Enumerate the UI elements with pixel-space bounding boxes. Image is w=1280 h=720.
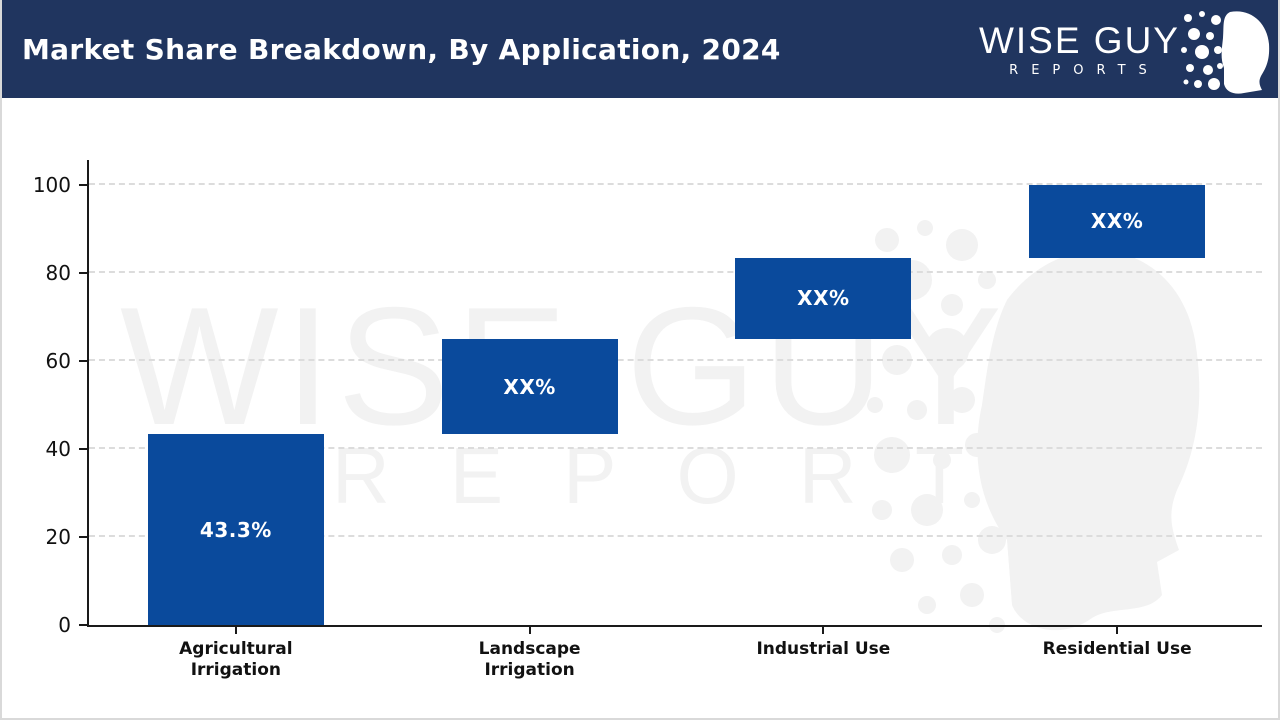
y-axis-label-60: 60	[45, 349, 71, 373]
plot-area: 0 20 40 60 80 100 43.3% Agricultural Irrigation…	[33, 160, 1262, 680]
gridline-y40	[89, 447, 1262, 449]
logo-text: WISE GUY REPORTS	[978, 20, 1180, 78]
logo-face-icon	[1181, 11, 1270, 94]
gridline-y60	[89, 359, 1262, 361]
bar-agricultural-irrigation: 43.3%	[147, 434, 324, 625]
wise-guy-reports-logo: WISE GUY REPORTS	[979, 6, 1274, 94]
x-axis-tick	[234, 625, 237, 634]
x-axis-tick	[822, 625, 825, 634]
bar-value-label: 43.3%	[199, 517, 272, 542]
y-axis-label-0: 0	[58, 613, 71, 637]
x-axis-label-0: Agricultural Irrigation	[179, 639, 293, 681]
gridline-y80	[89, 271, 1262, 273]
page-title: Market Share Breakdown, By Application, …	[22, 32, 781, 66]
bar-value-label: XX%	[1090, 209, 1144, 234]
bar-value-label: XX%	[503, 374, 556, 399]
y-axis-tick-100	[79, 184, 87, 186]
y-axis-label-20: 20	[45, 525, 71, 549]
gridline-y100	[89, 183, 1262, 185]
x-axis-label-3: Residential Use	[1042, 639, 1192, 659]
bar-value-label: XX%	[797, 286, 850, 311]
gridline-y20	[89, 535, 1262, 537]
x-axis-tick	[1116, 625, 1119, 634]
y-axis-tick-20	[79, 536, 87, 538]
logo-reports-label: REPORTS	[1009, 62, 1160, 78]
bar-residential-use: XX%	[1029, 185, 1206, 258]
y-axis-tick-0	[79, 624, 87, 626]
y-axis-tick-40	[79, 448, 87, 450]
y-axis-label-100: 100	[32, 173, 71, 197]
y-axis-tick-80	[79, 272, 87, 274]
header-bar: Market Share Breakdown, By Application, …	[2, 0, 1278, 98]
logo-wiseguy-label: WISE GUY	[978, 20, 1180, 62]
x-axis-label-1: Landscape Irrigation	[478, 639, 581, 681]
x-axis-label-2: Industrial Use	[756, 639, 891, 659]
y-axis-label-80: 80	[45, 261, 71, 285]
y-axis-label-40: 40	[45, 437, 71, 461]
bar-landscape-irrigation: XX%	[441, 339, 618, 435]
x-axis-tick	[528, 625, 531, 634]
bar-industrial-use: XX%	[735, 257, 912, 339]
y-axis-tick-60	[79, 360, 87, 362]
